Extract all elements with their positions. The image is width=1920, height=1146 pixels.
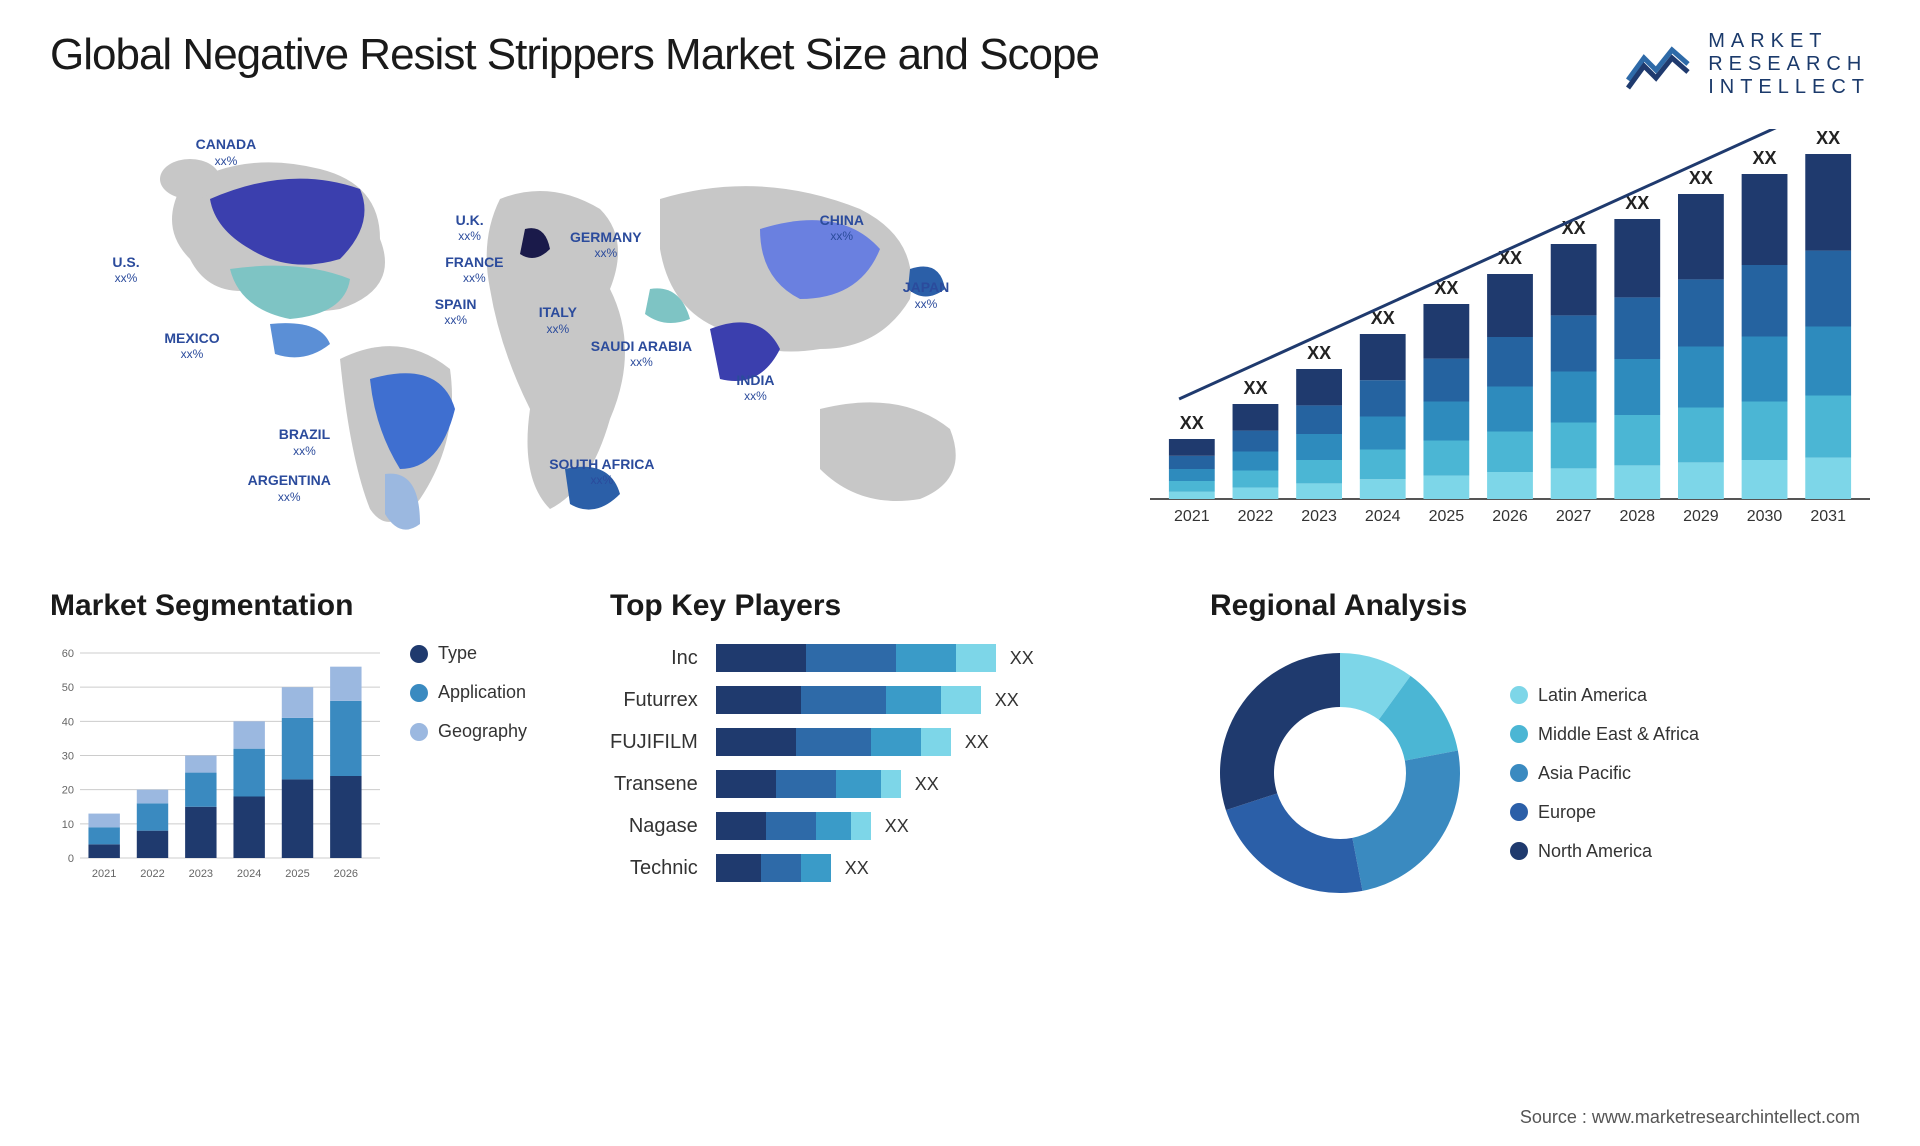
svg-text:50: 50 [62, 682, 74, 694]
regional-donut [1210, 643, 1470, 903]
svg-text:60: 60 [62, 648, 74, 660]
world-map: CANADAxx% U.S.xx% MEXICOxx% BRAZILxx% ARGENT… [50, 129, 1090, 549]
svg-text:XX: XX [1753, 148, 1777, 168]
legend-item: Latin America [1510, 685, 1699, 706]
player-bar-row: XX [716, 853, 1170, 883]
legend-item: Application [410, 682, 527, 703]
key-players-panel: Top Key Players Inc Futurrex FUJIFILM Trans… [610, 589, 1170, 903]
svg-text:XX: XX [1307, 343, 1331, 363]
svg-text:10: 10 [62, 819, 74, 831]
segmentation-legend: Type Application Geography [410, 643, 527, 883]
svg-text:2027: 2027 [1556, 508, 1592, 525]
svg-text:XX: XX [1689, 168, 1713, 188]
svg-text:2022: 2022 [140, 868, 164, 880]
forecast-chart: 2021 XX 2022 XX 2023 XX 2024 XX 2025 XX 2026 XX 2027… [1150, 129, 1870, 549]
page-title: Global Negative Resist Strippers Market … [50, 30, 1099, 80]
svg-text:2026: 2026 [334, 868, 358, 880]
logo-line1: MARKET [1708, 30, 1870, 53]
segmentation-title: Market Segmentation [50, 589, 570, 623]
svg-text:2023: 2023 [189, 868, 213, 880]
source-text: Source : www.marketresearchintellect.com [1520, 1107, 1860, 1128]
map-label: CHINAxx% [820, 213, 864, 244]
map-label: INDIAxx% [736, 373, 774, 404]
legend-item: North America [1510, 841, 1699, 862]
player-label: Technic [630, 853, 698, 883]
legend-item: Type [410, 643, 527, 664]
regional-legend: Latin America Middle East & Africa Asia Pa… [1510, 685, 1699, 862]
svg-text:0: 0 [68, 853, 74, 865]
regional-panel: Regional Analysis Latin America Middle Ea… [1210, 589, 1870, 903]
map-label: ARGENTINAxx% [248, 473, 331, 504]
map-label: SAUDI ARABIAxx% [591, 339, 692, 370]
svg-text:20: 20 [62, 785, 74, 797]
map-label: U.K.xx% [456, 213, 484, 244]
legend-item: Geography [410, 721, 527, 742]
map-label: SOUTH AFRICAxx% [549, 457, 654, 488]
svg-text:40: 40 [62, 716, 74, 728]
player-bar-row: XX [716, 769, 1170, 799]
map-label: SPAINxx% [435, 297, 477, 328]
segmentation-chart: 0 10 20 30 40 50 60 2021 2022 2023 2024 2025 2026 [50, 643, 380, 883]
map-label: CANADAxx% [196, 137, 257, 168]
legend-item: Asia Pacific [1510, 763, 1699, 784]
regional-title: Regional Analysis [1210, 589, 1870, 623]
svg-text:30: 30 [62, 751, 74, 763]
player-bar-row: XX [716, 727, 1170, 757]
player-label: Inc [671, 643, 698, 673]
legend-item: Middle East & Africa [1510, 724, 1699, 745]
svg-text:2025: 2025 [1429, 508, 1465, 525]
svg-text:2024: 2024 [237, 868, 261, 880]
key-players-title: Top Key Players [610, 589, 1170, 623]
player-bar-row: XX [716, 685, 1170, 715]
segmentation-panel: Market Segmentation 0 10 20 30 40 50 60 2021 202… [50, 589, 570, 903]
svg-text:2028: 2028 [1619, 508, 1655, 525]
svg-text:2021: 2021 [92, 868, 116, 880]
map-label: ITALYxx% [539, 305, 577, 336]
map-label: GERMANYxx% [570, 230, 642, 261]
map-label: FRANCExx% [445, 255, 503, 286]
key-players-labels: Inc Futurrex FUJIFILM Transene Nagase Technic [610, 643, 698, 883]
svg-text:XX: XX [1816, 129, 1840, 148]
legend-item: Europe [1510, 802, 1699, 823]
svg-text:2031: 2031 [1810, 508, 1846, 525]
svg-text:2023: 2023 [1301, 508, 1337, 525]
map-label: JAPANxx% [903, 280, 949, 311]
player-bar-row: XX [716, 643, 1170, 673]
map-label: U.S.xx% [112, 255, 139, 286]
svg-text:XX: XX [1243, 378, 1267, 398]
player-bar-row: XX [716, 811, 1170, 841]
svg-text:2026: 2026 [1492, 508, 1528, 525]
player-label: Nagase [629, 811, 698, 841]
map-label: BRAZILxx% [279, 427, 330, 458]
player-label: FUJIFILM [610, 727, 698, 757]
svg-text:2021: 2021 [1174, 508, 1210, 525]
svg-text:XX: XX [1180, 413, 1204, 433]
svg-text:2029: 2029 [1683, 508, 1719, 525]
key-players-bars: XX XX XX XX XX XX [716, 643, 1170, 883]
player-label: Transene [614, 769, 698, 799]
brand-logo: MARKET RESEARCH INTELLECT [1626, 30, 1870, 99]
map-label: MEXICOxx% [164, 331, 219, 362]
player-label: Futurrex [623, 685, 697, 715]
svg-text:2022: 2022 [1238, 508, 1274, 525]
logo-line2: RESEARCH [1708, 53, 1870, 76]
logo-line3: INTELLECT [1708, 76, 1870, 99]
logo-icon [1626, 40, 1696, 90]
svg-text:2030: 2030 [1747, 508, 1783, 525]
svg-text:2025: 2025 [285, 868, 309, 880]
svg-text:2024: 2024 [1365, 508, 1401, 525]
